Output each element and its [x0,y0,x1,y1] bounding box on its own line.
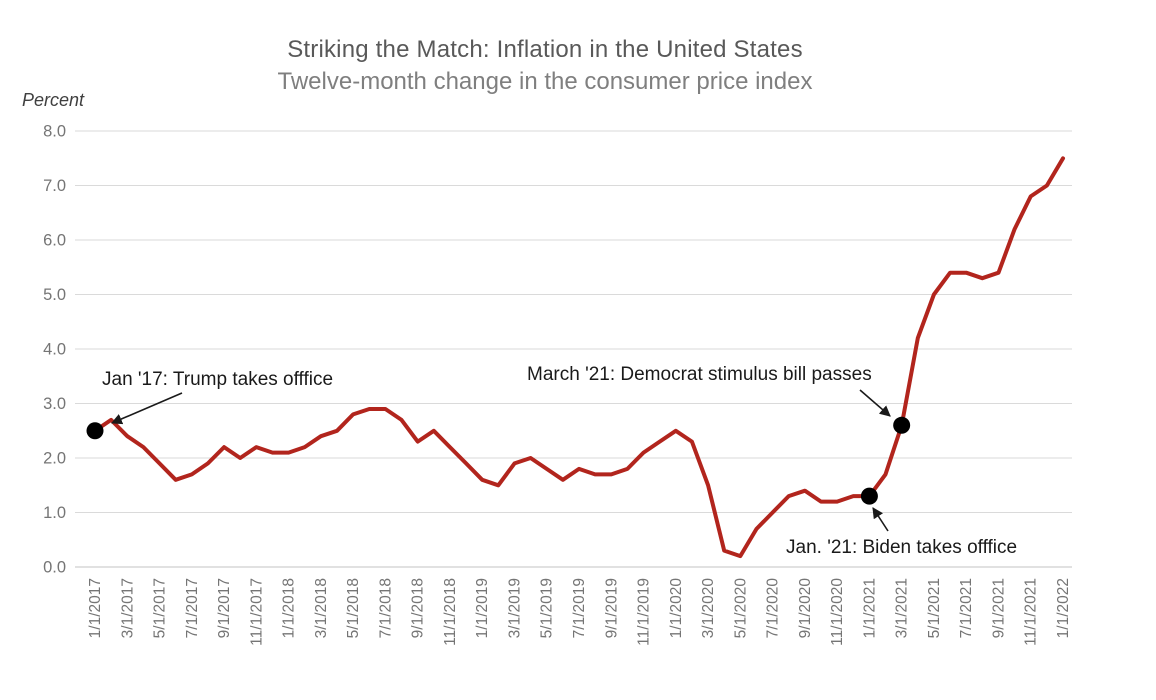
svg-text:0.0: 0.0 [43,559,66,577]
svg-text:11/1/2018: 11/1/2018 [442,578,459,646]
svg-text:1/1/2021: 1/1/2021 [861,578,878,638]
annotation-arrows [110,389,891,532]
svg-text:4.0: 4.0 [43,341,66,359]
svg-text:1.0: 1.0 [43,504,66,522]
svg-text:11/1/2019: 11/1/2019 [636,578,653,646]
y-axis-unit-label: Percent [22,90,85,110]
svg-text:5.0: 5.0 [43,286,66,304]
annotation-biden-takes-office: Jan. '21: Biden takes offfice [786,537,1018,558]
svg-text:11/1/2020: 11/1/2020 [829,578,846,646]
svg-text:9/1/2021: 9/1/2021 [990,578,1007,638]
x-axis-tick-labels: 1/1/2017 3/1/2017 5/1/2017 7/1/2017 9/1/2017… [87,578,1072,646]
svg-text:11/1/2017: 11/1/2017 [248,578,265,646]
svg-text:3/1/2018: 3/1/2018 [313,578,330,638]
event-marker-dot [893,416,911,434]
svg-text:7.0: 7.0 [43,177,66,195]
svg-text:5/1/2020: 5/1/2020 [732,578,749,639]
svg-text:7/1/2019: 7/1/2019 [571,578,588,638]
chart-title: Striking the Match: Inflation in the Uni… [287,36,803,63]
svg-text:8.0: 8.0 [43,123,66,141]
svg-text:9/1/2019: 9/1/2019 [603,578,620,638]
svg-text:9/1/2018: 9/1/2018 [410,578,427,638]
chart-subtitle: Twelve-month change in the consumer pric… [277,68,813,95]
svg-text:1/1/2022: 1/1/2022 [1055,578,1072,638]
gridlines [75,130,1072,568]
svg-text:1/1/2017: 1/1/2017 [87,578,104,638]
svg-text:3/1/2020: 3/1/2020 [700,578,717,639]
svg-text:9/1/2017: 9/1/2017 [216,578,233,638]
event-markers [86,416,911,505]
svg-text:1/1/2020: 1/1/2020 [668,578,685,639]
svg-text:5/1/2018: 5/1/2018 [345,578,362,638]
svg-text:7/1/2021: 7/1/2021 [958,578,975,638]
svg-text:11/1/2021: 11/1/2021 [1023,578,1040,646]
cpi-line [93,156,1065,559]
svg-text:6.0: 6.0 [43,232,66,250]
svg-text:5/1/2019: 5/1/2019 [539,578,556,638]
svg-text:9/1/2020: 9/1/2020 [797,578,814,639]
annotation-stimulus-bill-passes: March '21: Democrat stimulus bill passes [527,364,872,385]
svg-text:7/1/2018: 7/1/2018 [377,578,394,638]
svg-text:7/1/2020: 7/1/2020 [765,578,782,639]
svg-text:3.0: 3.0 [43,395,66,413]
svg-text:5/1/2021: 5/1/2021 [926,578,943,638]
annotation-trump-takes-office: Jan '17: Trump takes offfice [102,369,334,390]
svg-text:3/1/2017: 3/1/2017 [119,578,136,638]
event-marker-dot [860,487,878,505]
svg-text:3/1/2021: 3/1/2021 [894,578,911,638]
svg-text:1/1/2018: 1/1/2018 [281,578,298,638]
svg-text:5/1/2017: 5/1/2017 [152,578,169,638]
svg-text:1/1/2019: 1/1/2019 [474,578,491,638]
svg-text:2.0: 2.0 [43,450,66,468]
event-marker-dot [86,422,104,440]
svg-text:3/1/2019: 3/1/2019 [506,578,523,638]
svg-text:7/1/2017: 7/1/2017 [184,578,201,638]
y-axis-tick-labels: 0.0 1.0 2.0 3.0 4.0 5.0 6.0 7.0 8.0 [43,123,66,577]
